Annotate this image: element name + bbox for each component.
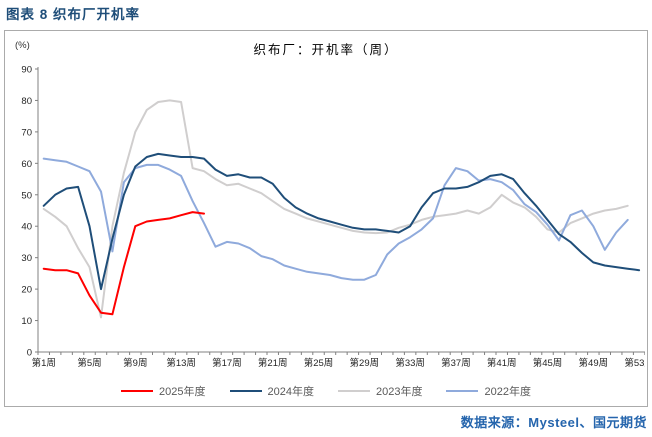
- series-line-2023年度: [42, 99, 629, 319]
- y-tick-label: 0: [27, 348, 32, 359]
- legend-item-2024年度: 2024年度: [229, 383, 314, 399]
- x-tick-label: 第21周: [258, 357, 288, 369]
- legend-label: 2024年度: [267, 386, 314, 398]
- plot-svg: 0 10 20 30 40 50 60 70 80 90 第1周 第5周 第9周 第13周 第17周 第21周…: [21, 65, 645, 369]
- x-tick-label: 第41周: [487, 357, 517, 369]
- x-tick-label: 第29周: [350, 357, 380, 369]
- series-line-2025年度: [42, 211, 205, 316]
- x-tick-label: 第25周: [304, 357, 334, 369]
- series-line-2024年度: [42, 152, 641, 291]
- x-tick-label: 第13周: [166, 357, 196, 369]
- chart-title: 织布厂：开机率（周）: [253, 43, 399, 57]
- chart-container: 0 10 20 30 40 50 60 70 80 90 第1周 第5周 第9周 第13周 第17周 第21周…: [4, 30, 648, 407]
- legend-swatch-2022年度: [446, 389, 479, 393]
- y-tick-label: 60: [21, 159, 32, 170]
- y-tick-label: 30: [21, 253, 32, 264]
- x-tick-label: 第49周: [579, 357, 609, 369]
- x-tick-label: 第45周: [533, 357, 563, 369]
- legend-label: 2022年度: [484, 386, 531, 398]
- series-line-2022年度: [42, 157, 629, 281]
- legend-swatch-2025年度: [121, 389, 154, 393]
- y-axis-unit-label: (%): [15, 40, 30, 51]
- page-title: 图表 8 织布厂开机率: [6, 7, 141, 22]
- y-tick-label: 90: [21, 65, 32, 76]
- x-tick-label: 第1周: [32, 357, 56, 369]
- legend-swatch-2023年度: [338, 389, 370, 393]
- legend-item-2023年度: 2023年度: [338, 383, 422, 399]
- legend-item-2022年度: 2022年度: [446, 383, 531, 399]
- x-tick-label: 第33周: [395, 357, 425, 369]
- y-tick-label: 40: [21, 222, 32, 233]
- chart-legend: 2025年度 2024年度 2023年度 2022年度: [5, 383, 647, 399]
- legend-item-2025年度: 2025年度: [121, 383, 206, 399]
- y-tick-label: 10: [21, 316, 32, 327]
- y-tick-label: 20: [21, 285, 32, 296]
- source-credit: 数据来源：Mysteel、国元期货: [460, 415, 647, 430]
- y-tick-label: 80: [21, 96, 32, 107]
- y-tick-label: 50: [21, 190, 32, 201]
- legend-label: 2023年度: [376, 386, 423, 398]
- y-tick-label: 70: [21, 127, 32, 138]
- x-tick-label: 第37周: [441, 357, 471, 369]
- legend-label: 2025年度: [159, 386, 206, 398]
- x-tick-label: 第17周: [212, 357, 242, 369]
- x-tick-label: 第53周: [624, 357, 645, 369]
- x-tick-label: 第9周: [123, 357, 147, 369]
- legend-swatch-2024年度: [229, 389, 262, 393]
- x-tick-label: 第5周: [77, 357, 101, 369]
